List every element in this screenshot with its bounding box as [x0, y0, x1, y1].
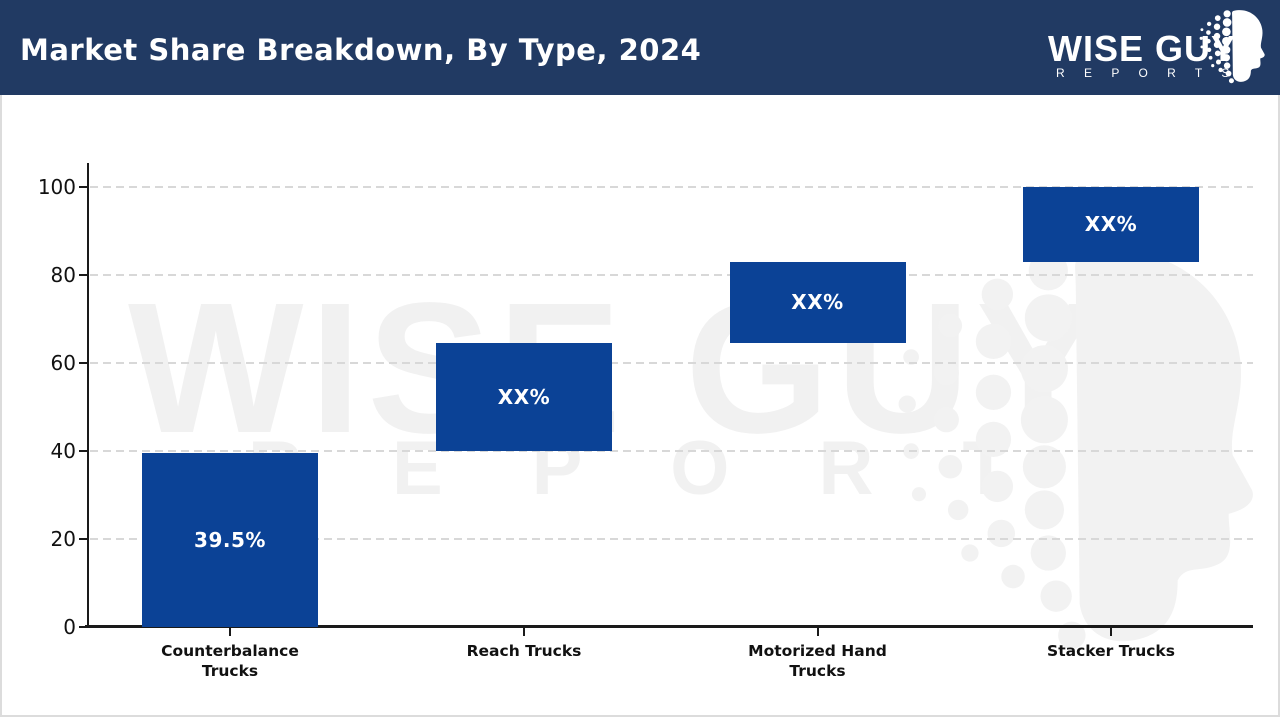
y-tick-label-0: 0	[63, 615, 76, 639]
logo-wordmark: WISE GUY	[1048, 28, 1237, 69]
market-share-chart: 0 20 40 60 80 100 39.5% XX% XX% XX% Counterbalance…	[0, 95, 1280, 715]
y-tick-label-20: 20	[50, 527, 76, 551]
x-tick-reach-trucks	[523, 628, 525, 636]
y-tick-label-60: 60	[50, 351, 76, 375]
bar-value-label-reach-trucks: XX%	[497, 385, 551, 410]
bar-value-label-motorized-hand-trucks: XX%	[791, 290, 844, 315]
gridline-60	[90, 362, 1253, 364]
page-border-right	[1278, 95, 1280, 717]
y-tick-label-100: 100	[37, 175, 76, 199]
wise-guy-logo: WISE GUY R E P O R T S	[1016, 4, 1266, 92]
y-tick-80	[79, 274, 87, 276]
y-tick-0	[79, 626, 87, 628]
watermark-head-icon	[898, 251, 1253, 650]
y-tick-label-40: 40	[50, 439, 76, 463]
y-axis-line	[87, 163, 89, 628]
bar-value-label-stacker-trucks: XX%	[1084, 212, 1138, 237]
gridline-80	[90, 274, 1253, 276]
page-border-bottom	[0, 715, 1280, 717]
y-tick-20	[79, 538, 87, 540]
x-axis-line	[85, 625, 1253, 628]
y-tick-60	[79, 362, 87, 364]
logo-subtitle: R E P O R T S	[1056, 66, 1238, 80]
bar-counterbalance-trucks: 39.5%	[142, 453, 318, 627]
bar-reach-trucks: XX%	[436, 343, 612, 451]
page-title: Market Share Breakdown, By Type, 2024	[20, 33, 702, 67]
page-border-left	[0, 95, 2, 717]
gridline-100	[90, 186, 1253, 188]
y-tick-100	[79, 186, 87, 188]
bar-stacker-trucks: XX%	[1023, 187, 1199, 262]
bar-value-label-counterbalance-trucks: 39.5%	[194, 528, 266, 553]
y-tick-40	[79, 450, 87, 452]
x-tick-stacker-trucks	[1110, 628, 1112, 636]
bar-motorized-hand-trucks: XX%	[729, 261, 906, 344]
category-label-motorized-hand-trucks: Motorized Hand Trucks	[748, 642, 887, 680]
x-tick-counterbalance-trucks	[229, 628, 231, 636]
gridline-20	[90, 538, 1253, 540]
category-label-reach-trucks: Reach Trucks	[466, 642, 582, 660]
category-label-stacker-trucks: Stacker Trucks	[1047, 642, 1175, 660]
header-bar: Market Share Breakdown, By Type, 2024 WI…	[0, 0, 1280, 95]
wise-guy-head-icon	[1199, 10, 1265, 84]
y-tick-label-80: 80	[50, 263, 76, 287]
category-label-counterbalance-trucks: Counterbalance Trucks	[161, 642, 299, 680]
x-tick-motorized-hand-trucks	[816, 628, 819, 636]
gridline-40	[90, 450, 1253, 452]
